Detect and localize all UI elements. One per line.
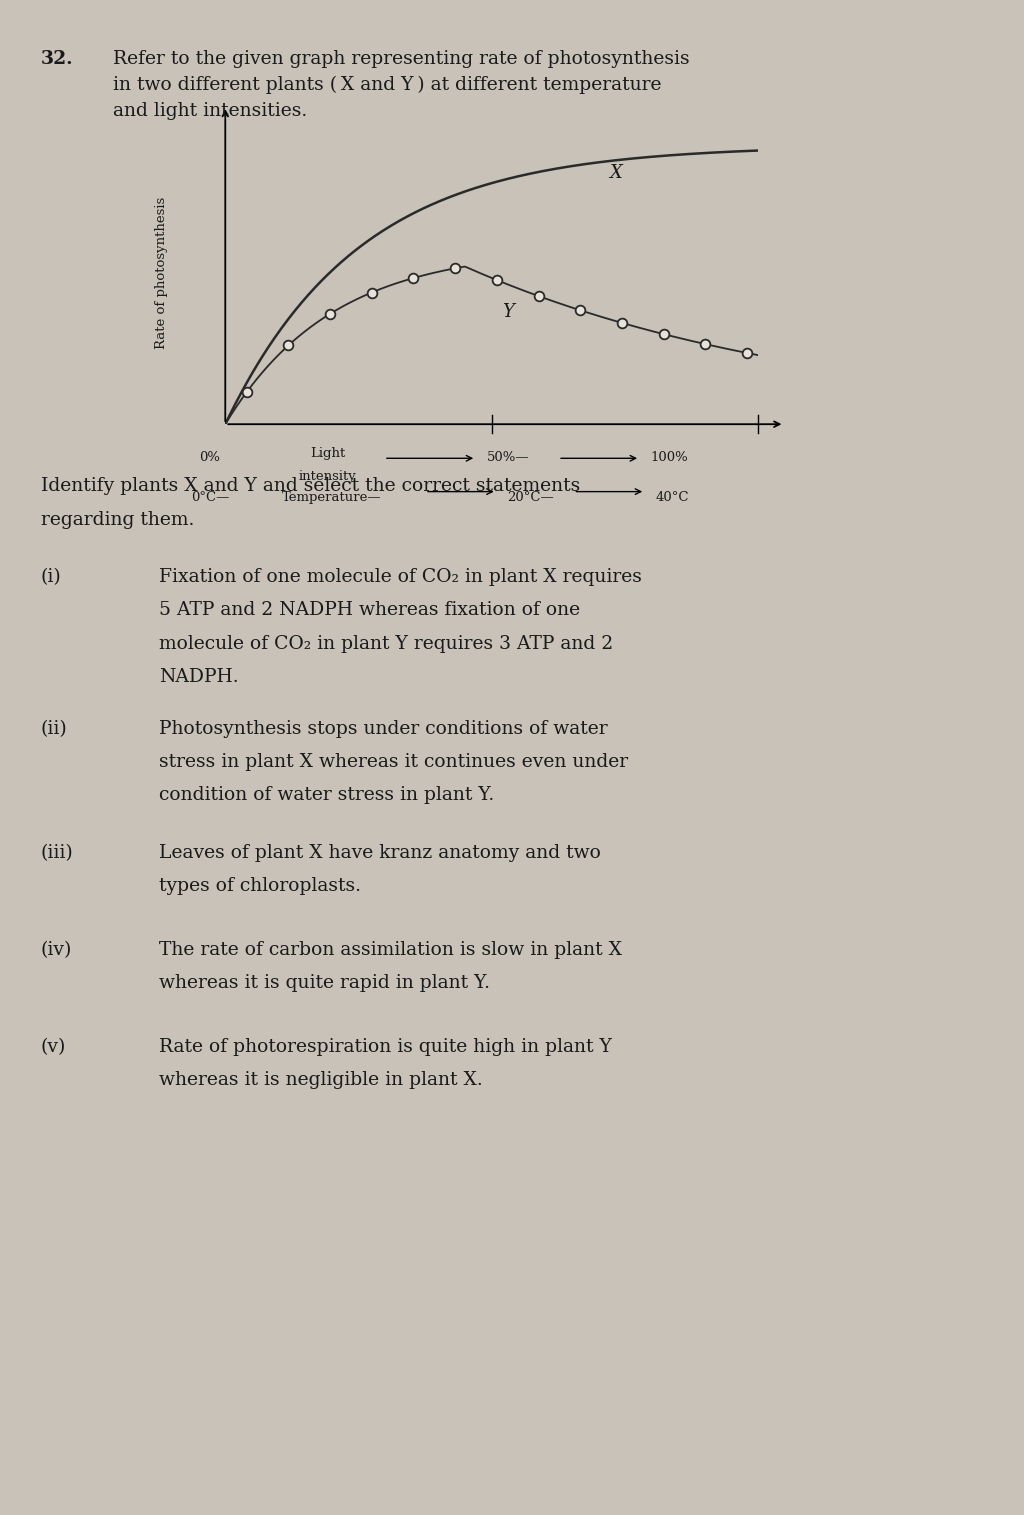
Text: The rate of carbon assimilation is slow in plant X: The rate of carbon assimilation is slow … [159, 941, 622, 959]
Text: NADPH.: NADPH. [159, 668, 239, 686]
Text: 50%—: 50%— [486, 451, 529, 464]
Text: types of chloroplasts.: types of chloroplasts. [159, 877, 360, 895]
Text: (v): (v) [41, 1038, 67, 1056]
Text: (ii): (ii) [41, 720, 68, 738]
Text: Photosynthesis stops under conditions of water: Photosynthesis stops under conditions of… [159, 720, 607, 738]
Text: regarding them.: regarding them. [41, 511, 195, 529]
Text: 100%: 100% [650, 451, 688, 464]
Text: (iii): (iii) [41, 844, 74, 862]
Text: intensity: intensity [299, 470, 356, 483]
Text: molecule of CO₂ in plant Y requires 3 ATP and 2: molecule of CO₂ in plant Y requires 3 AT… [159, 635, 613, 653]
Text: Leaves of plant X have kranz anatomy and two: Leaves of plant X have kranz anatomy and… [159, 844, 601, 862]
Text: 0%: 0% [200, 451, 220, 465]
Text: 0°C—: 0°C— [190, 491, 229, 504]
Text: Temperature—: Temperature— [282, 491, 381, 504]
Text: Identify plants X and Y and select the correct statements: Identify plants X and Y and select the c… [41, 477, 581, 495]
Text: 32.: 32. [41, 50, 74, 68]
Text: X: X [608, 164, 622, 182]
Text: stress in plant X whereas it continues even under: stress in plant X whereas it continues e… [159, 753, 628, 771]
Text: Rate of photorespiration is quite high in plant Y: Rate of photorespiration is quite high i… [159, 1038, 611, 1056]
Text: (i): (i) [41, 568, 61, 586]
Text: Y: Y [502, 303, 514, 321]
Text: whereas it is quite rapid in plant Y.: whereas it is quite rapid in plant Y. [159, 974, 489, 992]
Text: condition of water stress in plant Y.: condition of water stress in plant Y. [159, 786, 494, 804]
Text: Rate of photosynthesis: Rate of photosynthesis [155, 197, 168, 348]
Text: and light intensities.: and light intensities. [113, 102, 307, 120]
Text: in two different plants ( X and Y ) at different temperature: in two different plants ( X and Y ) at d… [113, 76, 662, 94]
Text: 20°C—: 20°C— [507, 491, 554, 504]
Text: whereas it is negligible in plant X.: whereas it is negligible in plant X. [159, 1071, 482, 1089]
Text: 5 ATP and 2 NADPH whereas fixation of one: 5 ATP and 2 NADPH whereas fixation of on… [159, 601, 580, 620]
Text: Refer to the given graph representing rate of photosynthesis: Refer to the given graph representing ra… [113, 50, 689, 68]
Text: Fixation of one molecule of CO₂ in plant X requires: Fixation of one molecule of CO₂ in plant… [159, 568, 642, 586]
Text: Light: Light [310, 447, 345, 461]
Text: (iv): (iv) [41, 941, 73, 959]
Text: 40°C: 40°C [655, 491, 689, 504]
